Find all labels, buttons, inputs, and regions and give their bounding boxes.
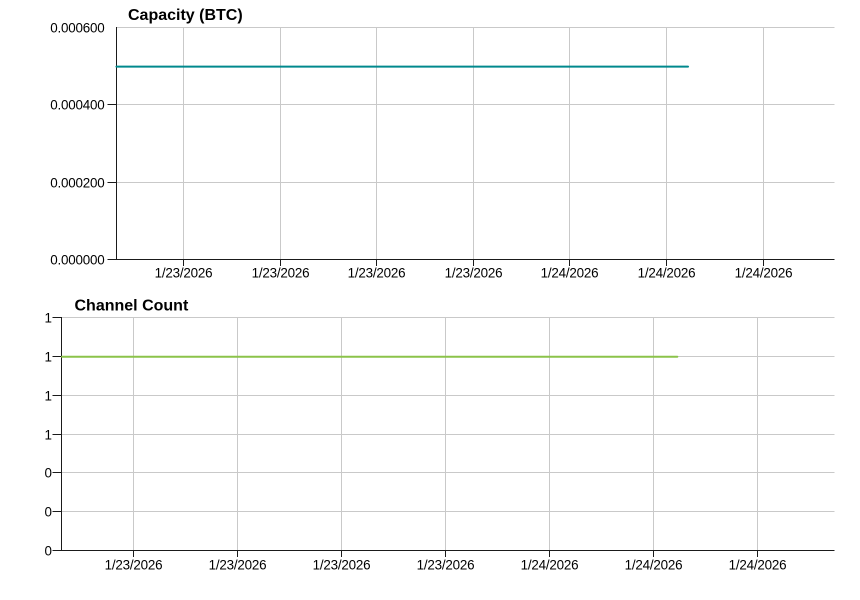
svg-text:1/23/2026: 1/23/2026 — [348, 265, 406, 280]
svg-text:1/23/2026: 1/23/2026 — [313, 557, 371, 572]
svg-text:1/24/2026: 1/24/2026 — [729, 557, 787, 572]
svg-text:1/24/2026: 1/24/2026 — [521, 557, 579, 572]
svg-text:0: 0 — [45, 504, 52, 519]
svg-text:1/23/2026: 1/23/2026 — [252, 265, 310, 280]
svg-text:0: 0 — [45, 465, 52, 480]
svg-text:0.000600: 0.000600 — [50, 20, 104, 35]
svg-text:0.000200: 0.000200 — [50, 175, 104, 190]
svg-text:1/24/2026: 1/24/2026 — [625, 557, 683, 572]
svg-text:1/23/2026: 1/23/2026 — [417, 557, 475, 572]
svg-text:Channel Count: Channel Count — [75, 298, 189, 315]
svg-text:1: 1 — [45, 388, 52, 403]
svg-text:0.000400: 0.000400 — [50, 97, 104, 112]
svg-text:1: 1 — [45, 349, 52, 364]
svg-text:1: 1 — [45, 427, 52, 442]
svg-text:1/24/2026: 1/24/2026 — [735, 265, 793, 280]
svg-text:Capacity (BTC): Capacity (BTC) — [128, 7, 243, 24]
svg-text:1/24/2026: 1/24/2026 — [541, 265, 599, 280]
svg-text:1/23/2026: 1/23/2026 — [445, 265, 503, 280]
svg-text:1: 1 — [45, 310, 52, 325]
svg-text:1/24/2026: 1/24/2026 — [638, 265, 696, 280]
svg-text:0.000000: 0.000000 — [50, 252, 104, 267]
svg-text:1/23/2026: 1/23/2026 — [209, 557, 267, 572]
svg-text:0: 0 — [45, 543, 52, 558]
svg-text:1/23/2026: 1/23/2026 — [155, 265, 213, 280]
svg-text:1/23/2026: 1/23/2026 — [105, 557, 163, 572]
